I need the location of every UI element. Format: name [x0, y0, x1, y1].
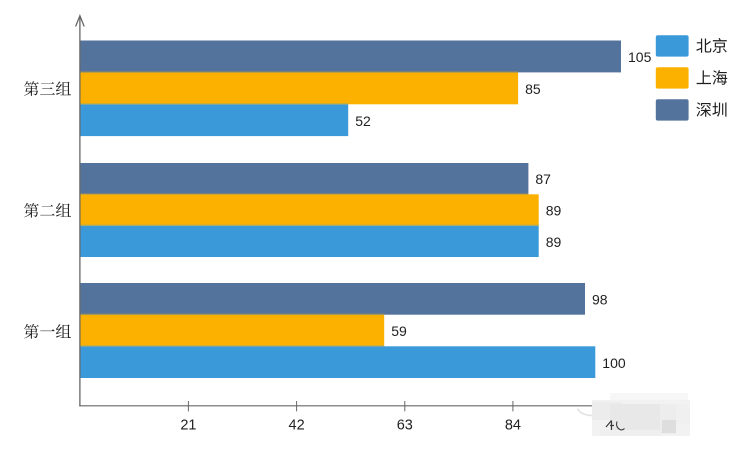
svg-text:21: 21	[180, 418, 196, 434]
svg-text:98: 98	[592, 292, 608, 308]
svg-text:42: 42	[289, 418, 305, 434]
svg-text:89: 89	[546, 203, 562, 219]
svg-text:52: 52	[355, 113, 371, 129]
svg-text:84: 84	[505, 418, 521, 434]
svg-text:59: 59	[391, 323, 407, 339]
svg-text:87: 87	[535, 171, 551, 187]
svg-text:105: 105	[628, 49, 652, 65]
svg-text:89: 89	[546, 234, 562, 250]
svg-text:63: 63	[397, 418, 413, 434]
svg-text:85: 85	[525, 81, 541, 97]
svg-text:100: 100	[602, 355, 626, 371]
